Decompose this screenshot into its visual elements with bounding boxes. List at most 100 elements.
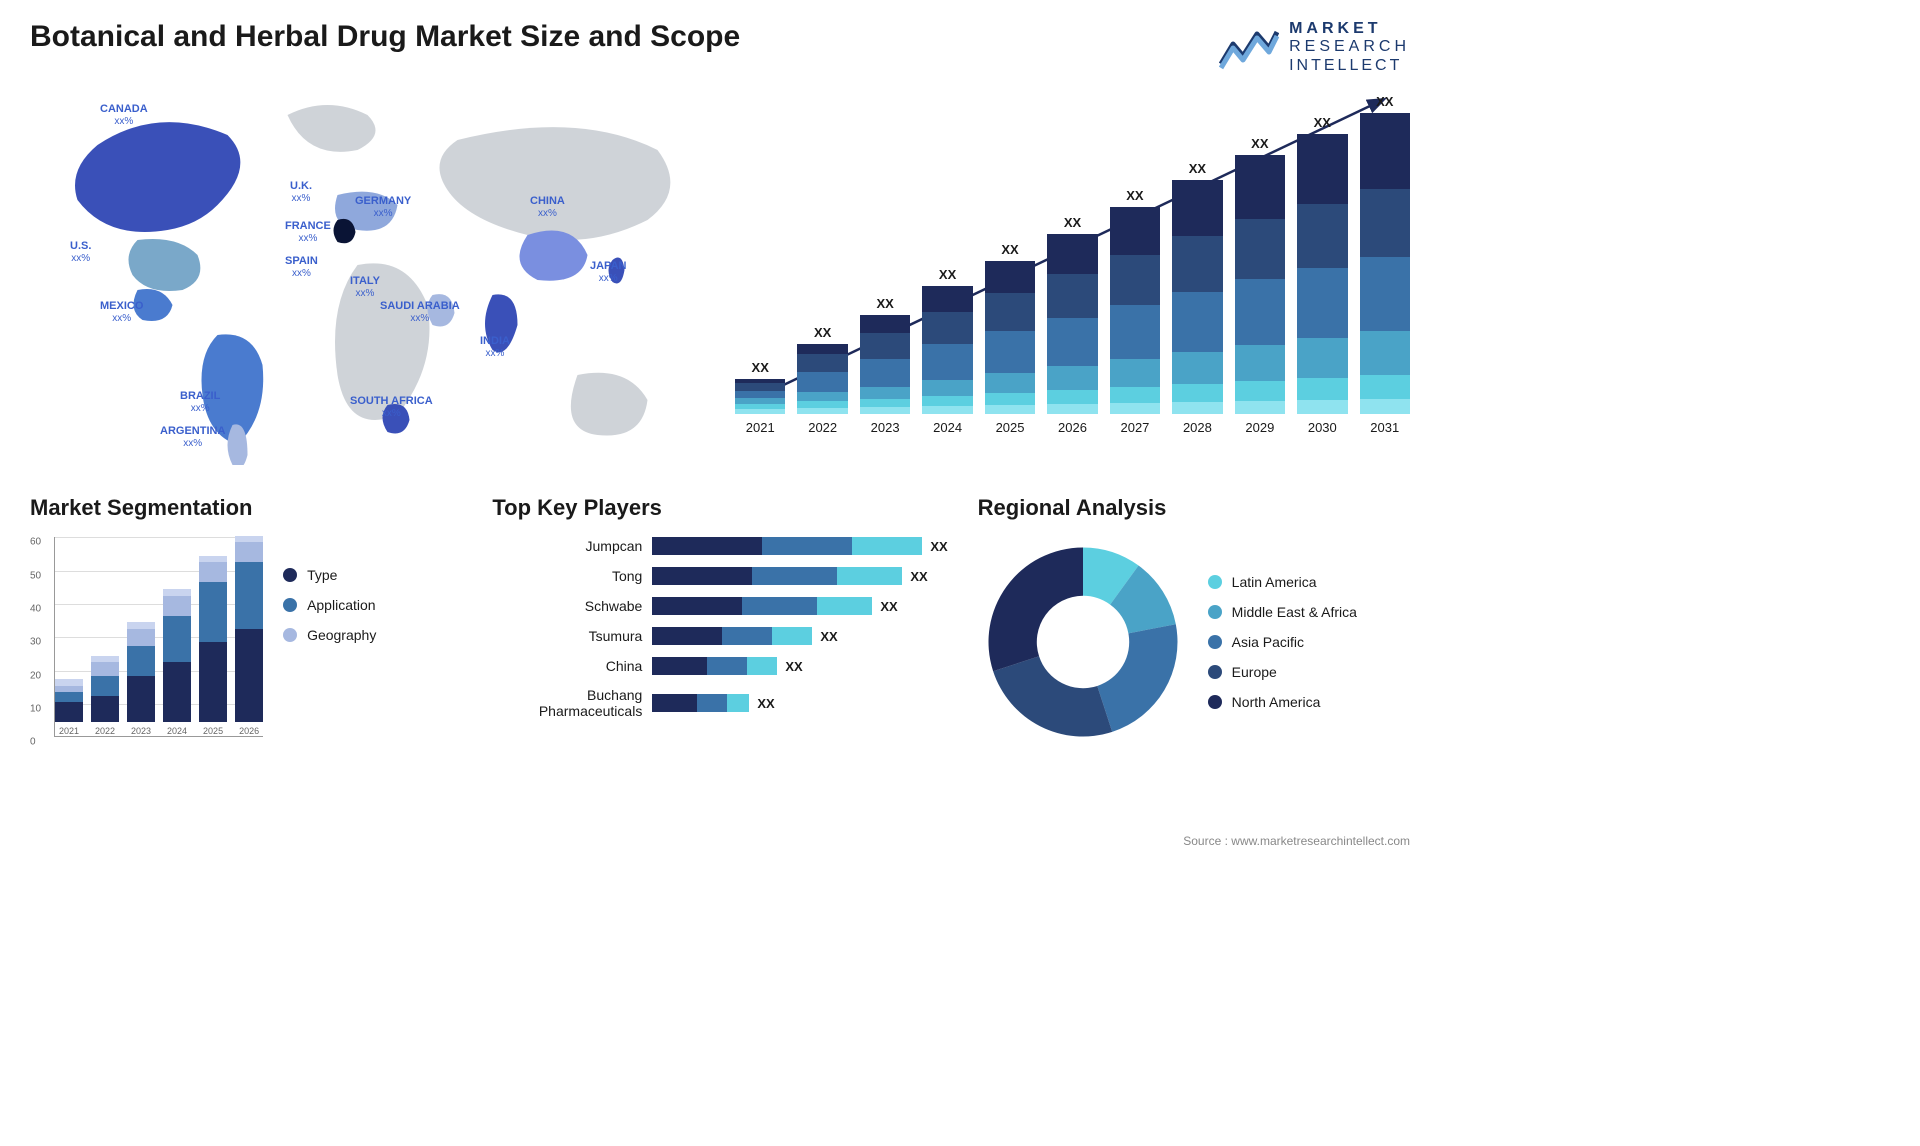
- regional-donut-chart: [978, 537, 1188, 747]
- growth-bar-seg: [985, 331, 1035, 373]
- legend-swatch-icon: [1208, 695, 1222, 709]
- growth-bar-col: XX2029: [1235, 136, 1285, 435]
- legend-swatch-icon: [1208, 635, 1222, 649]
- growth-bar-seg: [1047, 390, 1097, 404]
- key-player-value: XX: [785, 659, 802, 674]
- growth-bar-year-label: 2023: [871, 420, 900, 435]
- growth-bar-seg: [860, 315, 910, 333]
- growth-bar-seg: [860, 359, 910, 387]
- growth-forecast-chart: XX2021XX2022XX2023XX2024XX2025XX2026XX20…: [735, 85, 1410, 465]
- growth-bar-seg: [1172, 352, 1222, 384]
- seg-bar-col: 2021: [55, 679, 83, 736]
- growth-bar-seg: [1297, 134, 1347, 204]
- growth-bar-seg: [985, 293, 1035, 331]
- growth-bar-top-label: XX: [1251, 136, 1268, 151]
- page-title: Botanical and Herbal Drug Market Size an…: [30, 20, 740, 54]
- seg-bar-col: 2024: [163, 589, 191, 736]
- seg-bar-seg: [91, 656, 119, 663]
- growth-bar-seg: [1235, 279, 1285, 345]
- growth-bar-top-label: XX: [1126, 188, 1143, 203]
- growth-bar-top-label: XX: [1376, 94, 1393, 109]
- growth-bar-seg: [735, 383, 785, 391]
- seg-legend-item: Geography: [283, 627, 462, 643]
- key-player-bar: [652, 627, 812, 645]
- key-players-title: Top Key Players: [492, 495, 947, 521]
- growth-bar-col: XX2028: [1172, 161, 1222, 435]
- seg-year-label: 2026: [239, 726, 259, 736]
- growth-bar-year-label: 2028: [1183, 420, 1212, 435]
- seg-year-label: 2022: [95, 726, 115, 736]
- growth-bar-seg: [1360, 113, 1410, 189]
- growth-bar-seg: [1172, 292, 1222, 352]
- growth-bar-seg: [1235, 219, 1285, 279]
- segmentation-section: Market Segmentation 20212022202320242025…: [30, 495, 462, 757]
- segmentation-chart: 202120222023202420252026 0102030405060: [30, 537, 263, 757]
- growth-bar-seg: [1235, 345, 1285, 381]
- growth-bar-seg: [1172, 180, 1222, 236]
- seg-bar-seg: [91, 696, 119, 723]
- key-player-bar-seg: [652, 537, 762, 555]
- key-player-bar-seg: [727, 694, 749, 712]
- growth-bar-seg: [1110, 255, 1160, 305]
- key-player-name: Jumpcan: [492, 538, 642, 554]
- growth-bar-seg: [1360, 331, 1410, 375]
- seg-bar-seg: [163, 589, 191, 596]
- map-country-label: SOUTH AFRICAxx%: [350, 395, 433, 419]
- seg-bar-col: 2023: [127, 622, 155, 736]
- map-country-label: U.S.xx%: [70, 240, 91, 264]
- map-country-label: INDIAxx%: [480, 335, 510, 359]
- key-player-name: China: [492, 658, 642, 674]
- seg-bar-seg: [55, 692, 83, 702]
- growth-bar-year-label: 2022: [808, 420, 837, 435]
- map-country-label: SPAINxx%: [285, 255, 318, 279]
- key-player-bar-seg: [772, 627, 812, 645]
- growth-bar-col: XX2030: [1297, 115, 1347, 435]
- map-country-label: FRANCExx%: [285, 220, 331, 244]
- seg-bar-seg: [91, 676, 119, 696]
- map-country-label: CHINAxx%: [530, 195, 565, 219]
- growth-bar-seg: [1047, 274, 1097, 318]
- growth-bar-seg: [1360, 375, 1410, 399]
- growth-bar-seg: [1297, 400, 1347, 414]
- growth-bar-seg: [1110, 403, 1160, 414]
- regional-legend-item: Europe: [1208, 664, 1357, 680]
- map-country-label: CANADAxx%: [100, 103, 148, 127]
- key-player-value: XX: [880, 599, 897, 614]
- growth-bar-top-label: XX: [1314, 115, 1331, 130]
- seg-bar-seg: [163, 662, 191, 722]
- growth-bar-top-label: XX: [1064, 215, 1081, 230]
- growth-bar-seg: [922, 380, 972, 396]
- map-country-label: GERMANYxx%: [355, 195, 411, 219]
- key-player-bar: [652, 537, 922, 555]
- growth-bar-seg: [985, 261, 1035, 293]
- map-country-label: SAUDI ARABIAxx%: [380, 300, 460, 324]
- growth-bar-seg: [1235, 155, 1285, 219]
- seg-bar-seg: [163, 596, 191, 616]
- segmentation-legend: TypeApplicationGeography: [283, 537, 462, 757]
- growth-bar-seg: [797, 408, 847, 414]
- legend-label: North America: [1232, 694, 1321, 710]
- growth-bar-seg: [922, 396, 972, 406]
- key-player-row: China XX: [492, 657, 947, 675]
- growth-bar-seg: [1235, 381, 1285, 401]
- key-player-name: Buchang Pharmaceuticals: [492, 687, 642, 719]
- logo-line1: MARKET: [1289, 20, 1410, 38]
- key-player-value: XX: [757, 696, 774, 711]
- key-player-bar: [652, 694, 749, 712]
- legend-swatch-icon: [1208, 665, 1222, 679]
- seg-bar-seg: [127, 629, 155, 646]
- logo-mark-icon: [1219, 24, 1279, 72]
- key-player-bar-seg: [697, 694, 727, 712]
- growth-bar-seg: [860, 399, 910, 407]
- seg-bar-seg: [235, 562, 263, 629]
- growth-bar-seg: [735, 409, 785, 414]
- growth-bar-seg: [922, 344, 972, 380]
- seg-legend-item: Application: [283, 597, 462, 613]
- growth-bar-seg: [860, 407, 910, 414]
- seg-bar-col: 2022: [91, 656, 119, 737]
- growth-bar-year-label: 2027: [1120, 420, 1149, 435]
- growth-bar-top-label: XX: [876, 296, 893, 311]
- key-player-value: XX: [930, 539, 947, 554]
- key-player-bar-seg: [852, 537, 922, 555]
- legend-swatch-icon: [283, 568, 297, 582]
